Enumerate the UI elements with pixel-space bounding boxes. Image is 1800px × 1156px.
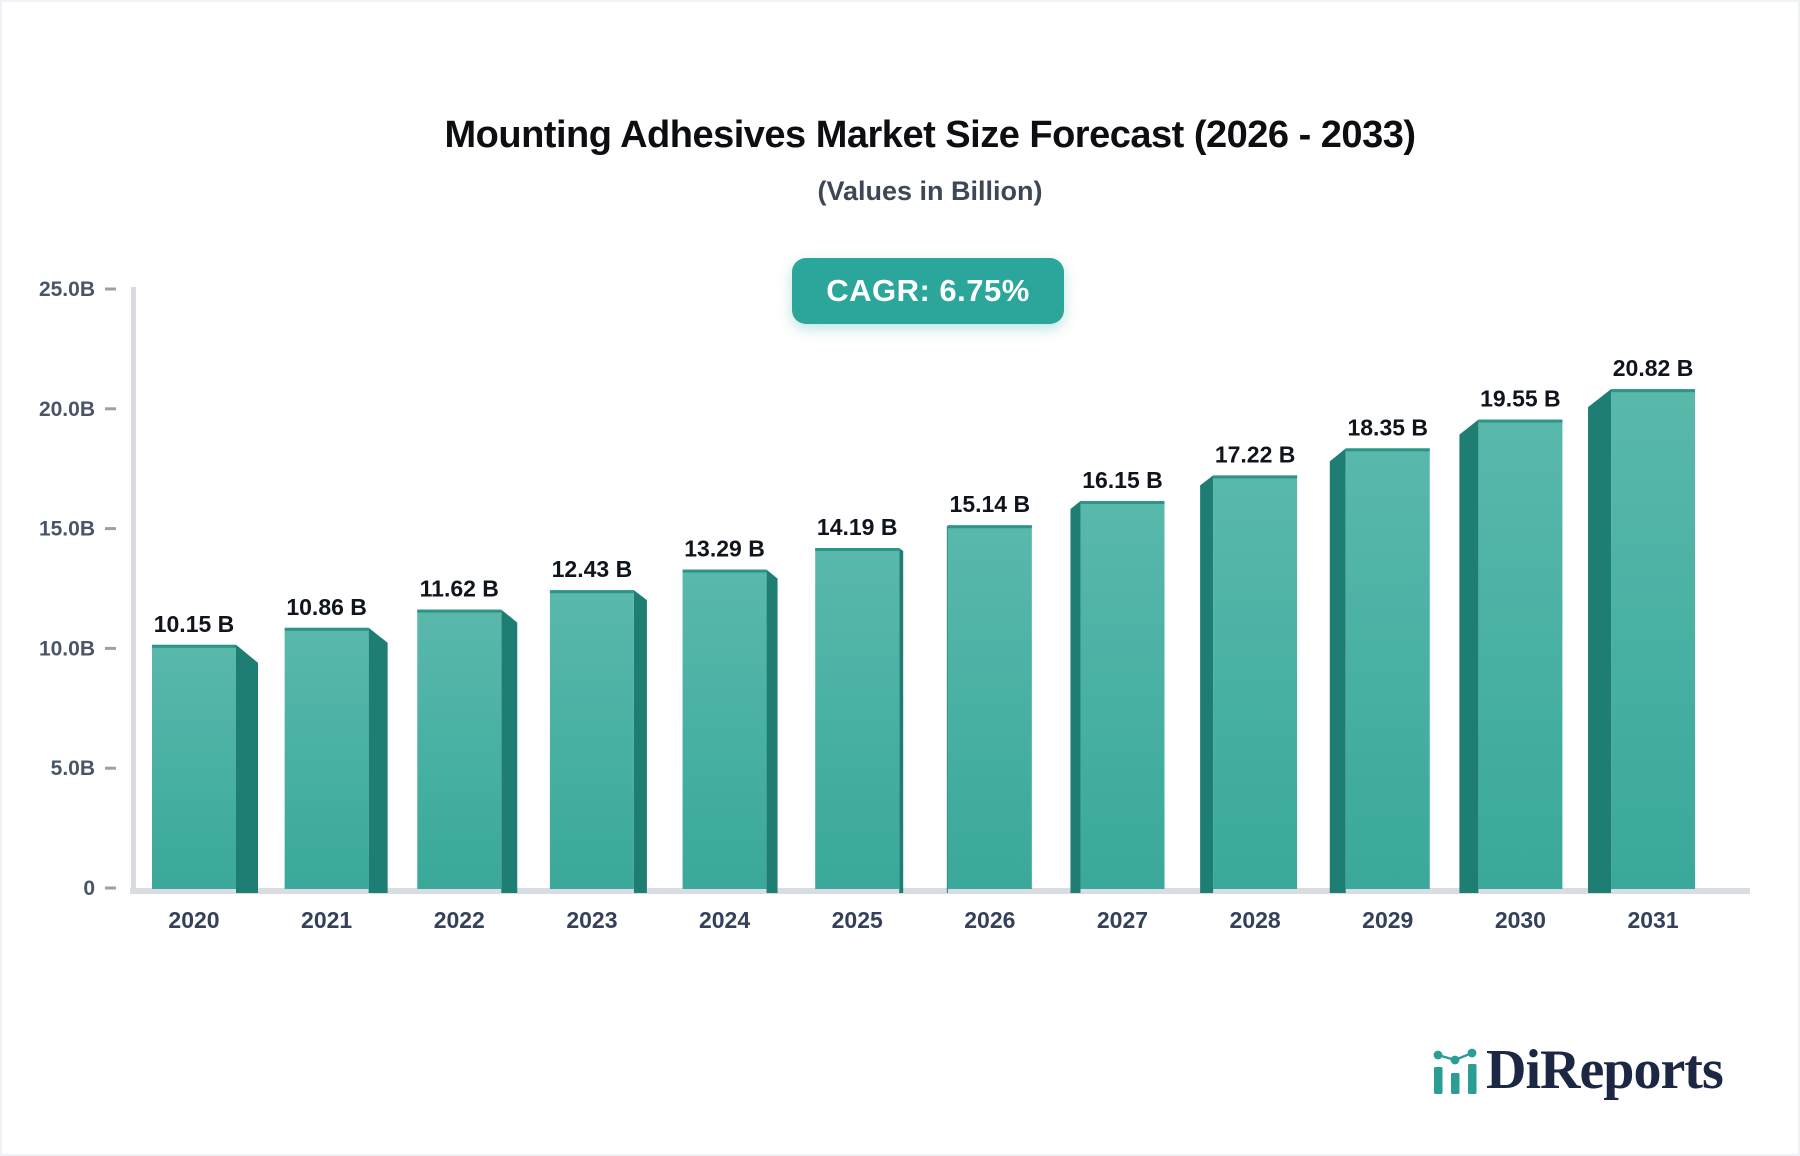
value-label-2021: 10.86 B — [286, 594, 367, 620]
y-tick-label-20.0B: 20.0B — [39, 398, 95, 421]
x-axis-baseline — [130, 888, 1750, 894]
value-label-2030: 19.55 B — [1480, 386, 1561, 412]
bar-2030 — [1478, 419, 1563, 889]
logo-chart-icon — [1433, 1048, 1477, 1094]
value-label-2031: 20.82 B — [1613, 355, 1694, 381]
bar-side-face-2027 — [1070, 501, 1081, 893]
x-tick-label-2021: 2021 — [301, 907, 352, 933]
bar-2028 — [1213, 475, 1298, 889]
y-tick-mark — [105, 646, 116, 650]
bar-top-edge-2022 — [417, 609, 502, 613]
bar-side-face-2022 — [501, 609, 518, 893]
chart-subtitle: (Values in Billion) — [817, 176, 1043, 206]
bar-side-face-2029 — [1329, 448, 1346, 893]
bar-top-edge-2020 — [152, 644, 236, 648]
bar-2022 — [417, 609, 502, 889]
bar-top-edge-2023 — [549, 590, 634, 594]
bar-2031 — [1611, 389, 1696, 889]
cagr-badge-label: CAGR: 6.75% — [826, 273, 1030, 308]
bar-2029 — [1345, 448, 1430, 889]
y-tick-mark — [105, 527, 116, 531]
y-tick-mark — [105, 287, 116, 291]
bar-side-face-2028 — [1200, 475, 1214, 893]
value-label-2024: 13.29 B — [684, 536, 765, 562]
logo-text: DiReports — [1486, 1039, 1724, 1101]
bar-top-edge-2031 — [1611, 389, 1696, 393]
bar-side-face-2023 — [633, 590, 647, 893]
value-label-2029: 18.35 B — [1347, 414, 1428, 440]
bar-top-edge-2028 — [1213, 475, 1298, 479]
value-label-2022: 11.62 B — [420, 576, 499, 602]
x-tick-label-2029: 2029 — [1362, 907, 1413, 933]
y-tick-mark — [105, 886, 116, 890]
bar-top-edge-2021 — [284, 627, 369, 631]
x-tick-label-2022: 2022 — [434, 907, 485, 933]
x-tick-label-2028: 2028 — [1230, 907, 1281, 933]
x-tick-label-2024: 2024 — [699, 907, 750, 933]
bar-2024 — [682, 569, 767, 889]
bar-side-face-2021 — [368, 627, 388, 893]
chart-title: Mounting Adhesives Market Size Forecast … — [444, 114, 1416, 156]
bar-side-face-2026 — [946, 525, 948, 893]
x-tick-label-2031: 2031 — [1627, 907, 1678, 933]
bar-top-edge-2027 — [1080, 501, 1165, 505]
bar-top-edge-2025 — [815, 548, 900, 552]
bar-2026 — [947, 525, 1032, 889]
bar-2023 — [549, 590, 634, 889]
bar-2020 — [152, 644, 236, 889]
y-tick-label-5.0B: 5.0B — [51, 757, 95, 780]
x-tick-label-2030: 2030 — [1495, 907, 1546, 933]
cagr-badge: CAGR: 6.75% — [792, 258, 1064, 324]
y-tick-mark — [105, 407, 116, 411]
bar-side-face-2030 — [1459, 419, 1479, 893]
y-tick-mark — [105, 766, 116, 770]
y-tick-label-25.0B: 25.0B — [39, 278, 95, 301]
bar-2027 — [1080, 501, 1165, 889]
bar-side-face-2020 — [236, 644, 258, 893]
x-tick-label-2020: 2020 — [168, 907, 219, 933]
value-label-2025: 14.19 B — [817, 514, 898, 540]
y-tick-label-15.0B: 15.0B — [39, 518, 95, 541]
bar-side-face-2025 — [899, 548, 904, 893]
x-tick-label-2027: 2027 — [1097, 907, 1148, 933]
y-tick-label-10.0B: 10.0B — [39, 637, 95, 660]
direports-logo: DiReports — [1430, 1036, 1724, 1101]
y-tick-label-0: 0 — [83, 877, 95, 900]
x-tick-label-2023: 2023 — [566, 907, 617, 933]
bar-side-face-2024 — [766, 569, 778, 893]
value-label-2028: 17.22 B — [1215, 441, 1296, 467]
value-label-2023: 12.43 B — [552, 556, 633, 582]
bar-top-edge-2026 — [947, 525, 1032, 529]
value-label-2026: 15.14 B — [950, 491, 1031, 517]
bar-2025 — [815, 548, 900, 889]
bar-2021 — [284, 627, 369, 889]
bar-top-edge-2030 — [1478, 419, 1563, 423]
x-tick-label-2025: 2025 — [832, 907, 883, 933]
bar-top-edge-2024 — [682, 569, 767, 573]
y-axis-line — [131, 287, 136, 894]
value-label-2027: 16.15 B — [1082, 467, 1163, 493]
bar-top-edge-2029 — [1345, 448, 1430, 452]
x-tick-label-2026: 2026 — [964, 907, 1015, 933]
bar-side-face-2031 — [1588, 389, 1612, 893]
value-label-2020: 10.15 B — [154, 611, 235, 637]
